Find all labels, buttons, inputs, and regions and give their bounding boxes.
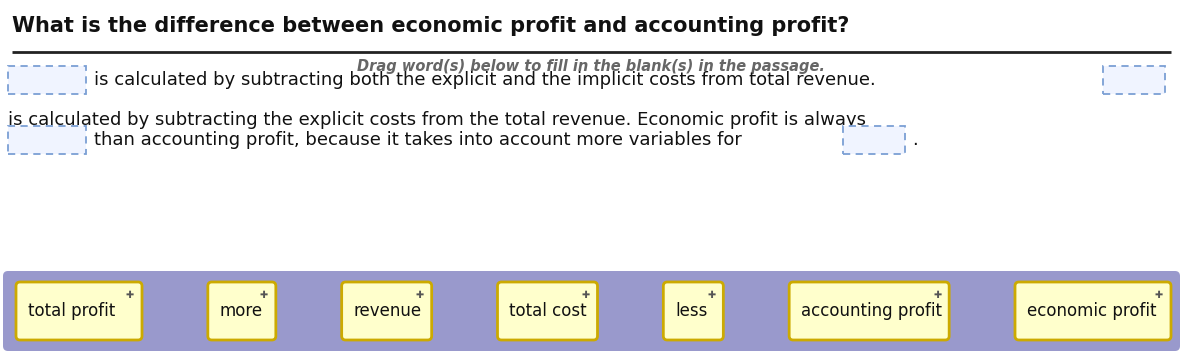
Text: is calculated by subtracting the explicit costs from the total revenue. Economic: is calculated by subtracting the explici… <box>8 111 866 129</box>
Text: less: less <box>675 302 707 320</box>
Text: ✚: ✚ <box>1155 290 1163 300</box>
Text: ✚: ✚ <box>260 290 267 300</box>
FancyBboxPatch shape <box>8 66 86 94</box>
FancyBboxPatch shape <box>342 282 432 340</box>
FancyBboxPatch shape <box>789 282 949 340</box>
Text: economic profit: economic profit <box>1027 302 1157 320</box>
Text: revenue: revenue <box>354 302 422 320</box>
Text: more: more <box>220 302 263 320</box>
FancyBboxPatch shape <box>17 282 142 340</box>
FancyBboxPatch shape <box>1103 66 1165 94</box>
Text: than accounting profit, because it takes into account more variables for: than accounting profit, because it takes… <box>93 131 742 149</box>
Text: What is the difference between economic profit and accounting profit?: What is the difference between economic … <box>12 16 849 36</box>
FancyBboxPatch shape <box>208 282 276 340</box>
Text: ✚: ✚ <box>415 290 424 300</box>
Text: Drag word(s) below to fill in the blank(s) in the passage.: Drag word(s) below to fill in the blank(… <box>357 59 825 74</box>
Text: is calculated by subtracting both the explicit and the implicit costs from total: is calculated by subtracting both the ex… <box>93 71 875 89</box>
Text: ✚: ✚ <box>581 290 589 300</box>
Text: ✚: ✚ <box>125 290 134 300</box>
Text: total profit: total profit <box>28 302 115 320</box>
Text: ✚: ✚ <box>707 290 716 300</box>
FancyBboxPatch shape <box>1015 282 1171 340</box>
Text: accounting profit: accounting profit <box>801 302 942 320</box>
FancyBboxPatch shape <box>664 282 723 340</box>
FancyBboxPatch shape <box>4 271 1179 351</box>
FancyBboxPatch shape <box>843 126 905 154</box>
Text: .: . <box>912 131 918 149</box>
Text: total cost: total cost <box>510 302 587 320</box>
Text: ✚: ✚ <box>933 290 942 300</box>
FancyBboxPatch shape <box>8 126 86 154</box>
FancyBboxPatch shape <box>498 282 597 340</box>
